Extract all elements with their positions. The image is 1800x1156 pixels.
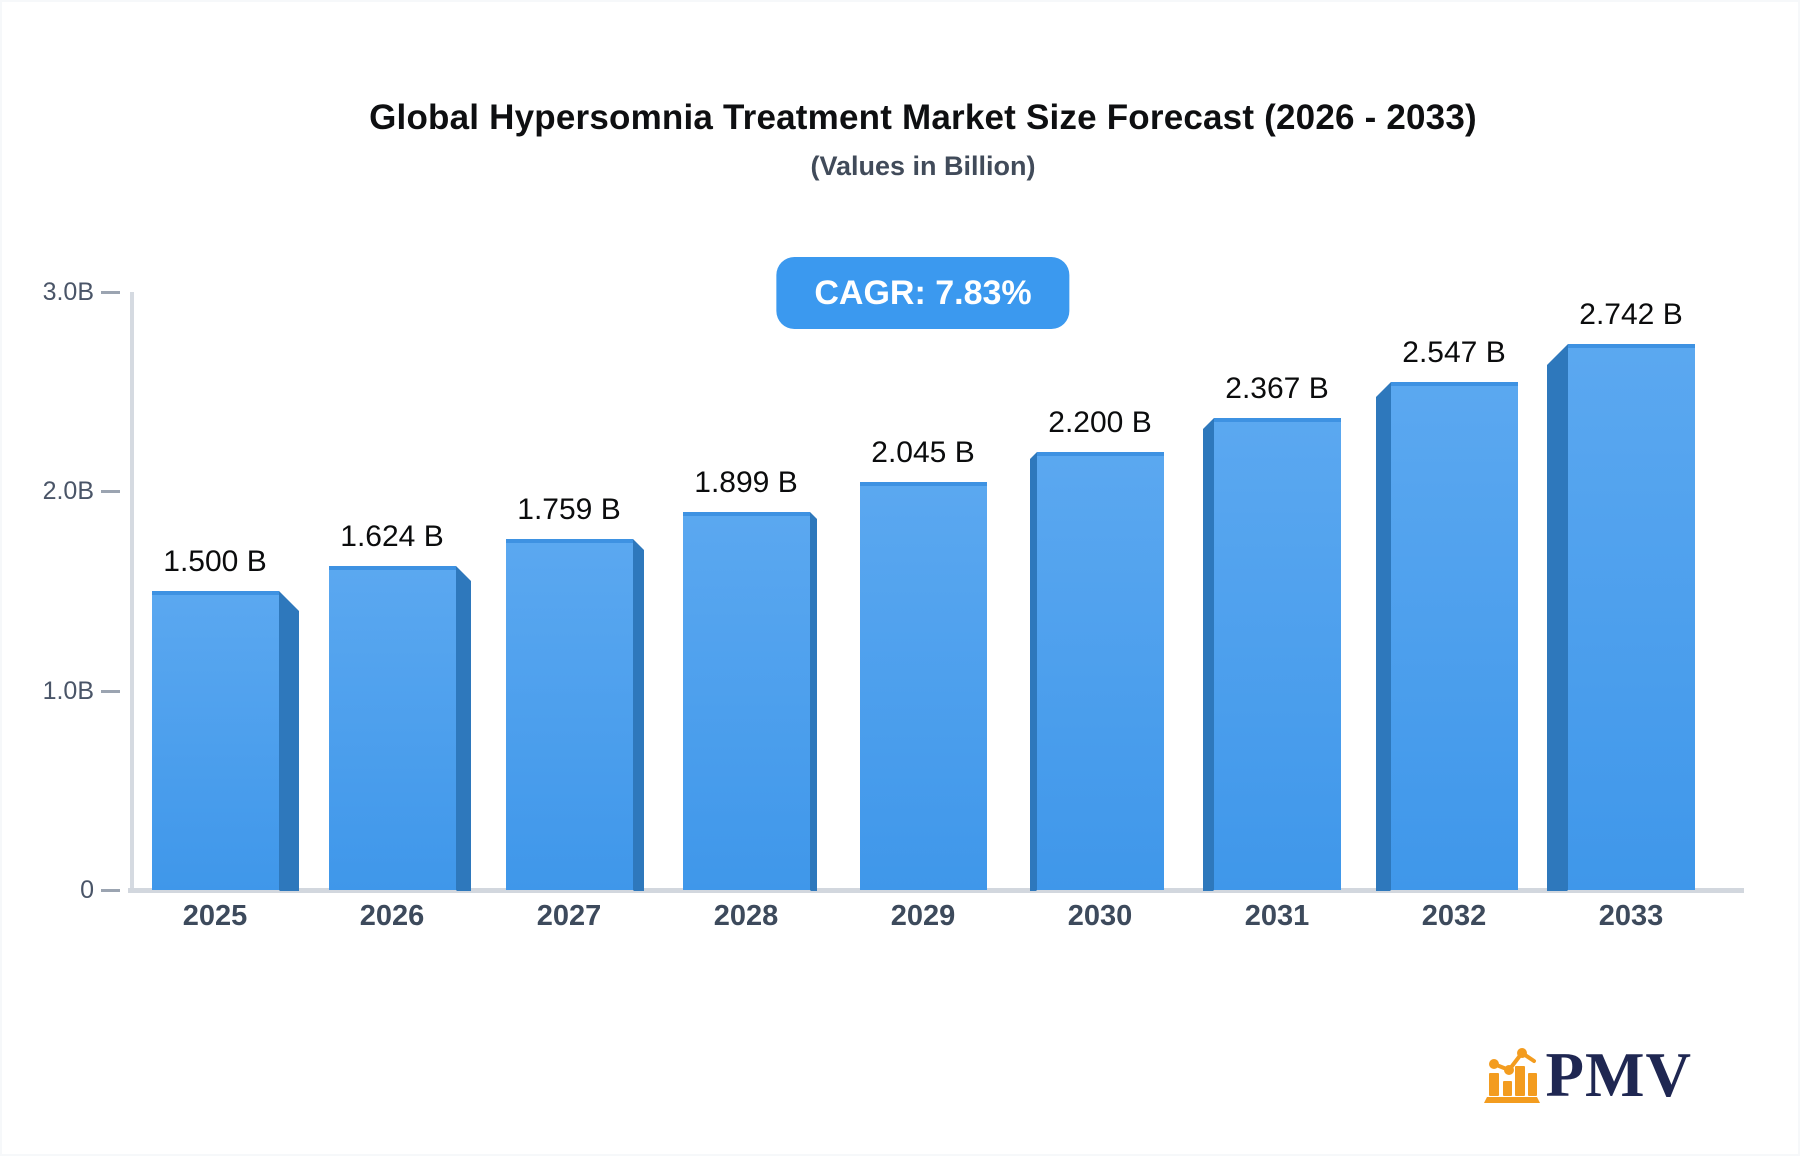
- bar-3d-side: [1547, 344, 1568, 891]
- y-axis-label: 3.0B: [42, 278, 94, 306]
- bar-top-edge: [1391, 382, 1518, 386]
- bar-value-label: 2.547 B: [1402, 336, 1506, 369]
- bar-3d-side: [810, 512, 817, 891]
- y-axis-tick: [101, 690, 120, 693]
- x-axis-label: 2029: [890, 900, 956, 932]
- bar-chart-logo-icon: [1483, 1048, 1540, 1103]
- bar: [1037, 452, 1164, 890]
- bar-top-edge: [683, 512, 810, 516]
- bar-3d-side: [633, 539, 644, 891]
- y-axis-tick: [101, 490, 120, 493]
- bar-3d-side: [1203, 418, 1214, 891]
- y-axis-line: [130, 292, 134, 890]
- x-axis-label: 2026: [359, 900, 425, 932]
- bar: [329, 566, 456, 890]
- bar: [860, 482, 987, 890]
- bar: [506, 539, 633, 890]
- bar-value-label: 2.045 B: [871, 436, 975, 469]
- x-axis-baseline: [128, 888, 1744, 893]
- brand-logo: PMV: [1483, 1040, 1692, 1110]
- bar-3d-side: [1030, 452, 1037, 891]
- chart-title: Global Hypersomnia Treatment Market Size…: [369, 98, 1477, 137]
- x-axis-label: 2028: [713, 900, 779, 932]
- bar-3d-side: [1376, 382, 1391, 891]
- bar-top-edge: [860, 482, 987, 486]
- y-axis-label: 0: [80, 876, 94, 904]
- x-axis-label: 2033: [1598, 900, 1664, 932]
- x-axis-label: 2030: [1067, 900, 1133, 932]
- bar-top-edge: [329, 566, 456, 570]
- y-axis-tick: [101, 889, 120, 892]
- bar-value-label: 1.624 B: [340, 520, 444, 553]
- x-axis-label: 2032: [1421, 900, 1487, 932]
- x-axis-label: 2025: [182, 900, 248, 932]
- bar: [152, 591, 279, 890]
- y-axis-tick: [101, 291, 120, 294]
- cagr-badge: CAGR: 7.83%: [776, 257, 1070, 329]
- bar-value-label: 1.759 B: [517, 493, 621, 526]
- y-axis-label: 1.0B: [42, 677, 94, 705]
- bar-top-edge: [152, 591, 279, 595]
- bar: [1568, 344, 1695, 890]
- bar-value-label: 2.742 B: [1579, 298, 1683, 331]
- bar-top-edge: [1214, 418, 1341, 422]
- bar-value-label: 1.500 B: [163, 545, 267, 578]
- bar-value-label: 2.200 B: [1048, 406, 1152, 439]
- bar: [1214, 418, 1341, 890]
- bar-value-label: 2.367 B: [1225, 372, 1329, 405]
- bar-3d-side: [279, 591, 299, 891]
- bar: [1391, 382, 1518, 890]
- bar-top-edge: [506, 539, 633, 543]
- y-axis-label: 2.0B: [42, 477, 94, 505]
- bar-value-label: 1.899 B: [694, 466, 798, 499]
- bar-3d-side: [456, 566, 471, 891]
- chart-subtitle: (Values in Billion): [810, 151, 1036, 181]
- bar-top-edge: [1037, 452, 1164, 456]
- logo-text: PMV: [1545, 1040, 1692, 1110]
- x-axis-label: 2031: [1244, 900, 1310, 932]
- x-axis-label: 2027: [536, 900, 602, 932]
- bar-top-edge: [1568, 344, 1695, 348]
- plot-area: 1.500 B 1.624 B 1.759 B 1.899 B 2.045 B 2.200…: [2, 2, 1798, 891]
- bar: [683, 512, 810, 890]
